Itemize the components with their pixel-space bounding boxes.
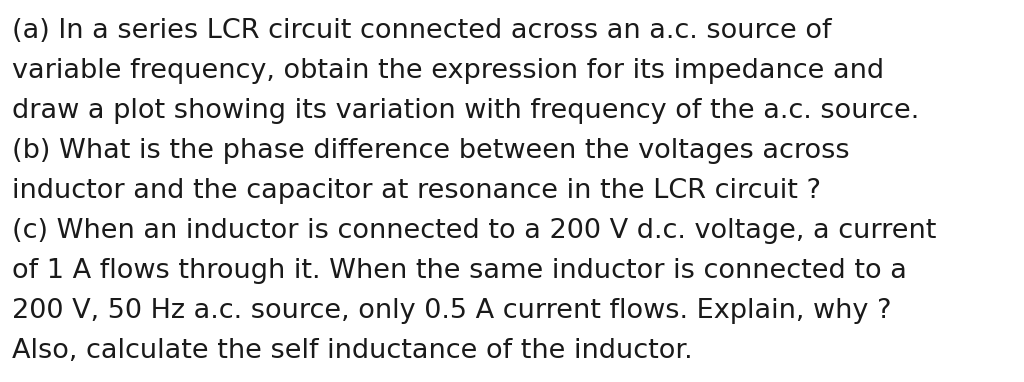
Text: 200 V, 50 Hz a.c. source, only 0.5 A current flows. Explain, why ?: 200 V, 50 Hz a.c. source, only 0.5 A cur… [12, 298, 892, 324]
Text: Also, calculate the self inductance of the inductor.: Also, calculate the self inductance of t… [12, 338, 692, 364]
Text: (a) In a series LCR circuit connected across an a.c. source of: (a) In a series LCR circuit connected ac… [12, 18, 831, 44]
Text: draw a plot showing its variation with frequency of the a.c. source.: draw a plot showing its variation with f… [12, 98, 920, 124]
Text: (c) When an inductor is connected to a 200 V d.c. voltage, a current: (c) When an inductor is connected to a 2… [12, 218, 936, 244]
Text: inductor and the capacitor at resonance in the LCR circuit ?: inductor and the capacitor at resonance … [12, 178, 821, 204]
Text: of 1 A flows through it. When the same inductor is connected to a: of 1 A flows through it. When the same i… [12, 258, 907, 284]
Text: variable frequency, obtain the expression for its impedance and: variable frequency, obtain the expressio… [12, 58, 884, 84]
Text: (b) What is the phase difference between the voltages across: (b) What is the phase difference between… [12, 138, 850, 164]
